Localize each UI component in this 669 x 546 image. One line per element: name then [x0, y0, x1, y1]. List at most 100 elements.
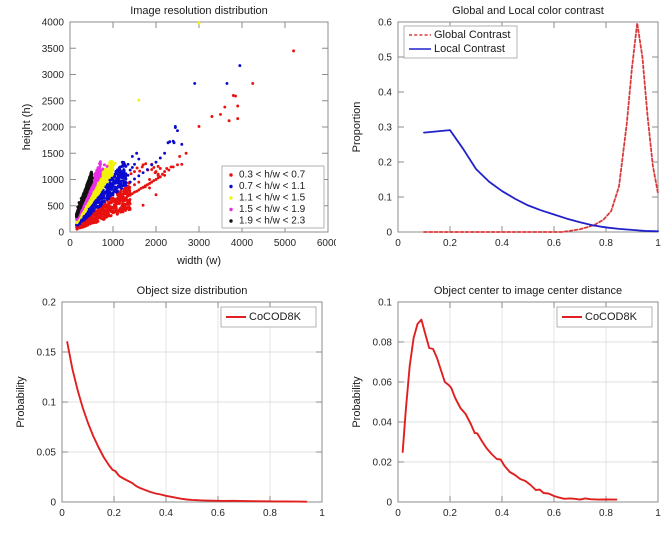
scatter-point: [88, 209, 91, 212]
scatter-point: [180, 163, 183, 166]
scatter-point: [102, 193, 105, 196]
scatter-point: [174, 125, 177, 128]
plot-frame: [398, 302, 658, 502]
scatter-point: [94, 180, 97, 183]
scatter-point: [223, 106, 226, 109]
legend-label: 0.7 < h/w < 1.1: [239, 181, 306, 192]
scatter-point: [94, 200, 97, 203]
y-tick-label: 500: [47, 201, 64, 212]
y-tick-label: 0.02: [373, 458, 393, 469]
scatter-point: [94, 216, 97, 219]
y-tick-label: 0: [50, 498, 56, 509]
y-tick-label: 0.3: [378, 123, 392, 134]
y-tick-label: 4000: [42, 18, 65, 29]
scatter-point: [99, 163, 102, 166]
scatter-point: [152, 179, 155, 182]
scatter-point: [142, 171, 145, 174]
scatter-point: [98, 197, 101, 200]
legend-label: CoCOD8K: [585, 311, 638, 323]
scatter-point: [137, 99, 140, 102]
y-tick-label: 0: [386, 228, 392, 239]
scatter-point: [133, 163, 136, 166]
scatter-point: [138, 170, 141, 173]
scatter-point: [110, 199, 113, 202]
scatter-point: [131, 155, 134, 158]
y-tick-label: 2000: [42, 123, 65, 134]
scatter-point: [157, 165, 160, 168]
scatter-point: [90, 197, 93, 200]
scatter-point: [100, 217, 103, 220]
x-tick-label: 0: [395, 238, 401, 249]
x-axis-label: width (w): [176, 255, 221, 267]
scatter-point: [155, 193, 158, 196]
y-tick-label: 0: [58, 228, 64, 239]
scatter-point: [228, 119, 231, 122]
scatter-point: [112, 207, 115, 210]
x-tick-label: 0.4: [495, 238, 509, 249]
scatter-point: [107, 212, 110, 215]
scatter-point: [185, 152, 188, 155]
scatter-point: [129, 207, 132, 210]
scatter-point: [292, 49, 295, 52]
scatter-point: [100, 203, 103, 206]
scatter-point: [142, 204, 145, 207]
scatter-point: [103, 181, 106, 184]
scatter-point: [128, 202, 131, 205]
scatter-point: [106, 195, 109, 198]
scatter-point: [163, 170, 166, 173]
panel-title: Global and Local color contrast: [452, 5, 604, 17]
figure-grid: Image resolution distribution 0 1000 2000 30…: [0, 0, 669, 546]
scatter-point: [115, 207, 118, 210]
line-series-0: [67, 342, 306, 502]
scatter-point: [121, 161, 124, 164]
scatter-point: [120, 185, 123, 188]
x-tick-label: 4000: [231, 238, 254, 249]
scatter-point: [129, 192, 132, 195]
x-tick-label: 0.2: [443, 508, 457, 519]
y-tick-label: 0.08: [373, 338, 393, 349]
scatter-point: [251, 82, 254, 85]
x-tick-label: 0.6: [211, 508, 225, 519]
y-tick-label: 2500: [42, 96, 65, 107]
scatter-point: [234, 95, 237, 98]
legend-marker: [229, 185, 232, 188]
x-tick-label: 0: [59, 508, 65, 519]
legend-label: 1.5 < h/w < 1.9: [239, 204, 306, 215]
scatter-point: [110, 188, 113, 191]
x-tick-label: 1: [655, 508, 661, 519]
scatter-point: [119, 173, 122, 176]
contrast-line-plot-svg: Global and Local color contrast0 0.2 0.4 0.…: [336, 0, 669, 280]
scatter-point: [101, 213, 104, 216]
scatter-point: [116, 193, 119, 196]
x-tick-label: 0.6: [547, 238, 561, 249]
scatter-point: [163, 174, 166, 177]
scatter-point: [236, 117, 239, 120]
scatter-point: [133, 178, 136, 181]
scatter-point: [94, 173, 97, 176]
x-tick-label: 0.2: [107, 508, 121, 519]
scatter-point: [178, 155, 181, 158]
legend-label: 0.3 < h/w < 0.7: [239, 170, 306, 181]
legend-label: Global Contrast: [434, 29, 510, 41]
object-size-line-plot-svg: Object size distribution 0 0.2 0.4 0.6 0.8 1 0 0…: [0, 280, 336, 546]
y-tick-label: 0.15: [37, 348, 57, 359]
scatter-point: [124, 177, 127, 180]
scatter-point: [115, 210, 118, 213]
scatter-point: [110, 168, 113, 171]
scatter-point: [94, 191, 97, 194]
scatter-point: [236, 105, 239, 108]
legend-marker: [229, 173, 232, 176]
scatter-point: [124, 203, 127, 206]
x-tick-label: 0.4: [159, 508, 173, 519]
scatter-point: [98, 212, 101, 215]
scatter-point: [148, 186, 151, 189]
scatter-point: [106, 185, 109, 188]
scatter-point: [142, 163, 145, 166]
scatter-point: [103, 197, 106, 200]
y-tick-label: 0.4: [378, 88, 392, 99]
legend-label: 1.9 < h/w < 2.3: [239, 216, 306, 227]
scatter-point: [105, 180, 108, 183]
scatter-point: [163, 152, 166, 155]
scatter-point: [159, 167, 162, 170]
scatter-point: [193, 82, 196, 85]
